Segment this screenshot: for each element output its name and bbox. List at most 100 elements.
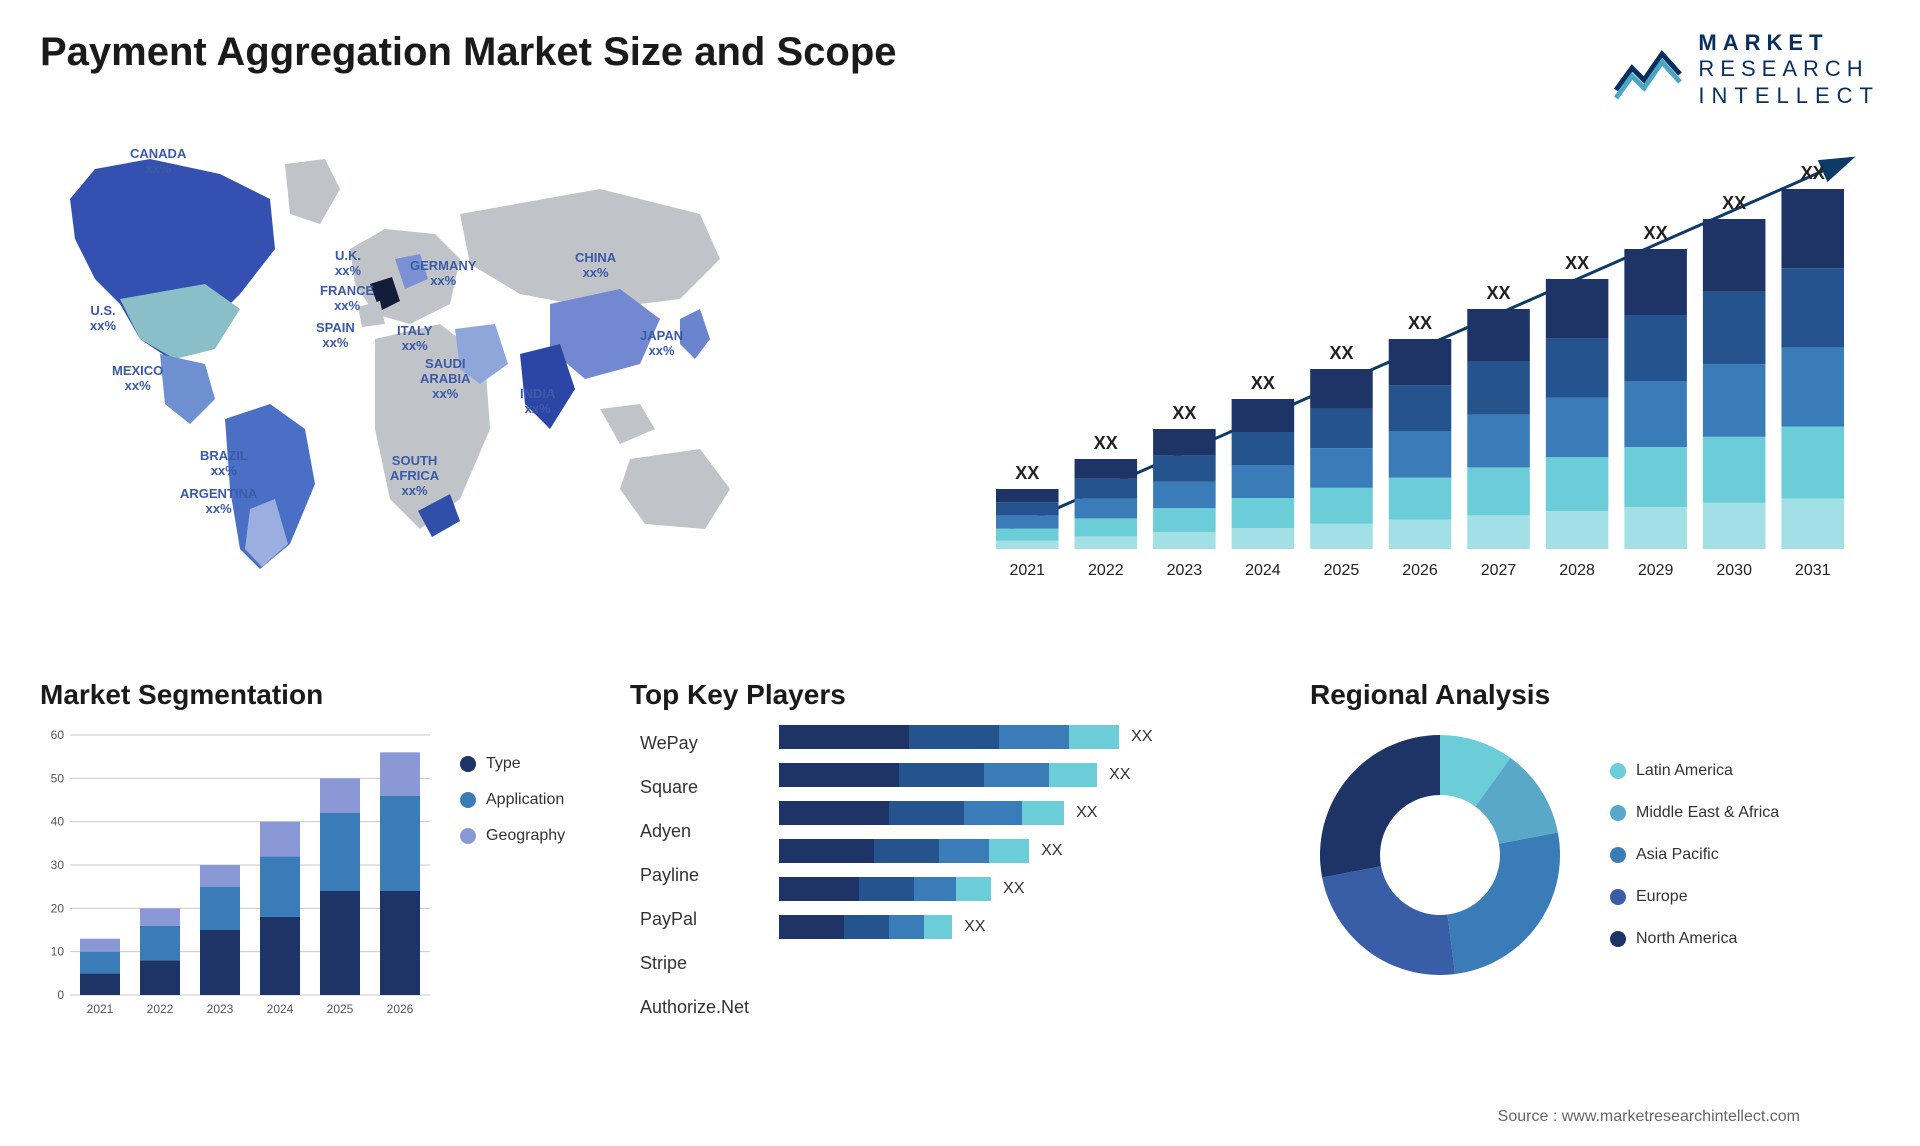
logo-line2: RESEARCH — [1698, 56, 1880, 82]
bar-segment — [909, 725, 999, 749]
bar-segment — [914, 877, 956, 901]
legend-label: North America — [1636, 930, 1737, 948]
map-label: ITALYxx% — [397, 324, 432, 354]
segmentation-legend: Type Application Geography — [460, 725, 565, 1025]
svg-text:XX: XX — [1329, 343, 1353, 363]
regional-legend: Latin America Middle East & Africa Asia Pa… — [1610, 762, 1779, 948]
legend-label: Latin America — [1636, 762, 1733, 780]
bar-segment — [1049, 763, 1097, 787]
bar-segment — [889, 915, 924, 939]
svg-text:XX: XX — [1172, 403, 1196, 423]
bar-segment — [999, 725, 1069, 749]
bar-segment — [1022, 801, 1064, 825]
svg-text:XX: XX — [1722, 193, 1746, 213]
bar-value-label: XX — [1041, 842, 1062, 860]
map-label: FRANCExx% — [320, 284, 374, 314]
player-name: Square — [640, 769, 749, 805]
svg-text:2021: 2021 — [87, 1002, 114, 1016]
legend-item: Geography — [460, 827, 565, 845]
legend-swatch — [1610, 889, 1626, 905]
players-title: Top Key Players — [630, 679, 1280, 711]
svg-text:2022: 2022 — [1088, 562, 1124, 579]
legend-label: Middle East & Africa — [1636, 804, 1779, 822]
svg-text:2023: 2023 — [1167, 562, 1203, 579]
bottom-section: Market Segmentation 01020304050602021202… — [40, 679, 1880, 1025]
bar-segment — [964, 801, 1022, 825]
legend-item: Type — [460, 755, 565, 773]
svg-text:2022: 2022 — [147, 1002, 174, 1016]
map-label: JAPANxx% — [640, 329, 683, 359]
logo-line1: MARKET — [1698, 30, 1880, 56]
map-label: CHINAxx% — [575, 251, 616, 281]
player-bar-row: XX — [779, 763, 1152, 787]
player-name: Stripe — [640, 945, 749, 981]
svg-text:2028: 2028 — [1559, 562, 1595, 579]
legend-label: Asia Pacific — [1636, 846, 1719, 864]
segmentation-chart: 0102030405060202120222023202420252026 — [40, 725, 440, 1025]
growth-chart: XX2021XX2022XX2023XX2024XX2025XX2026XX20… — [980, 129, 1860, 609]
svg-text:2031: 2031 — [1795, 562, 1831, 579]
world-map-panel: CANADAxx%U.S.xx%MEXICOxx%BRAZILxx%ARGENT… — [40, 129, 940, 649]
map-label: SOUTHAFRICAxx% — [390, 454, 439, 499]
legend-label: Europe — [1636, 888, 1688, 906]
bar-segment — [859, 877, 914, 901]
player-name: Payline — [640, 857, 749, 893]
legend-swatch — [1610, 763, 1626, 779]
segmentation-panel: Market Segmentation 01020304050602021202… — [40, 679, 600, 1025]
bar-segment — [939, 839, 989, 863]
legend-item: Latin America — [1610, 762, 1779, 780]
player-name: WePay — [640, 725, 749, 761]
svg-text:2026: 2026 — [387, 1002, 414, 1016]
bar-value-label: XX — [1003, 880, 1024, 898]
segmentation-title: Market Segmentation — [40, 679, 600, 711]
svg-text:2025: 2025 — [1324, 562, 1360, 579]
map-label: SPAINxx% — [316, 321, 355, 351]
player-name: PayPal — [640, 901, 749, 937]
legend-item: Middle East & Africa — [1610, 804, 1779, 822]
svg-text:XX: XX — [1015, 463, 1039, 483]
bar-segment — [779, 877, 859, 901]
bar-segment — [924, 915, 952, 939]
legend-swatch — [1610, 805, 1626, 821]
svg-text:2024: 2024 — [267, 1002, 294, 1016]
bar-segment — [874, 839, 939, 863]
player-bar-row: XX — [779, 915, 1152, 939]
legend-item: Application — [460, 791, 565, 809]
svg-text:20: 20 — [51, 902, 65, 916]
bar-segment — [989, 839, 1029, 863]
legend-swatch — [1610, 847, 1626, 863]
svg-text:2021: 2021 — [1009, 562, 1045, 579]
svg-text:XX: XX — [1801, 163, 1825, 183]
player-name: Authorize.Net — [640, 989, 749, 1025]
svg-text:50: 50 — [51, 772, 65, 786]
legend-swatch — [1610, 931, 1626, 947]
bar-segment — [984, 763, 1049, 787]
top-section: CANADAxx%U.S.xx%MEXICOxx%BRAZILxx%ARGENT… — [40, 129, 1880, 649]
regional-donut — [1310, 725, 1570, 985]
svg-text:XX: XX — [1251, 373, 1275, 393]
bar-segment — [956, 877, 991, 901]
svg-text:2030: 2030 — [1716, 562, 1752, 579]
svg-text:XX: XX — [1565, 253, 1589, 273]
bar-value-label: XX — [1109, 766, 1130, 784]
logo-line3: INTELLECT — [1698, 83, 1880, 109]
player-bar-row: XX — [779, 801, 1152, 825]
legend-label: Application — [486, 791, 564, 809]
map-label: BRAZILxx% — [200, 449, 248, 479]
bar-segment — [1069, 725, 1119, 749]
map-label: ARGENTINAxx% — [180, 487, 257, 517]
bar-segment — [779, 725, 909, 749]
header: Payment Aggregation Market Size and Scop… — [40, 30, 1880, 109]
svg-text:10: 10 — [51, 945, 65, 959]
players-bars: XXXXXXXXXXXX — [779, 725, 1152, 1025]
bar-segment — [779, 763, 899, 787]
map-label: GERMANYxx% — [410, 259, 476, 289]
svg-text:30: 30 — [51, 858, 65, 872]
logo-icon — [1614, 40, 1684, 100]
bar-segment — [779, 839, 874, 863]
players-list: WePaySquareAdyenPaylinePayPalStripeAutho… — [630, 725, 749, 1025]
player-bar-row: XX — [779, 839, 1152, 863]
map-label: CANADAxx% — [130, 147, 186, 177]
svg-text:2025: 2025 — [327, 1002, 354, 1016]
svg-text:XX: XX — [1487, 283, 1511, 303]
